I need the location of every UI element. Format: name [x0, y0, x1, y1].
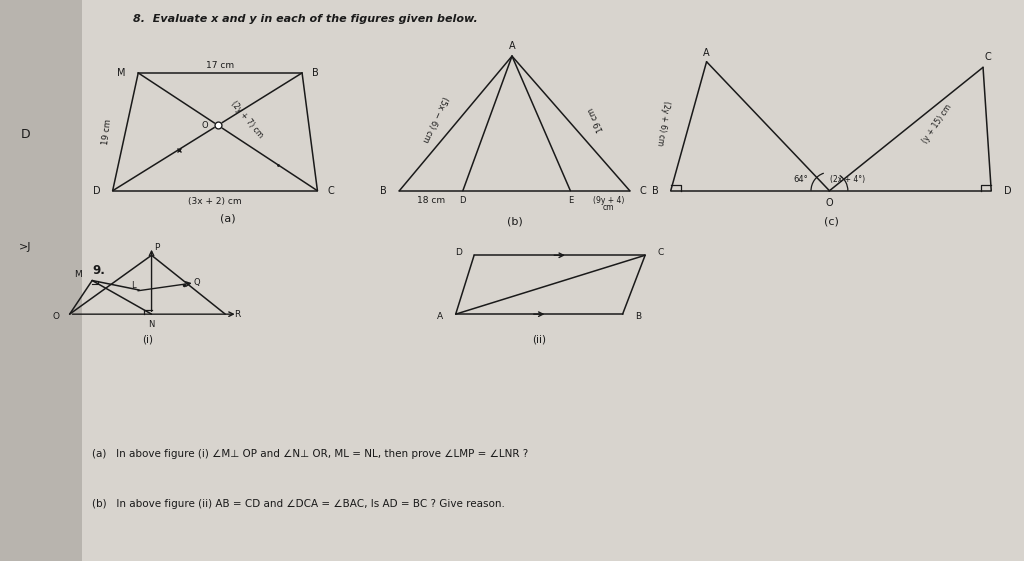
Text: 9.: 9. [92, 264, 105, 277]
Text: O: O [825, 198, 834, 208]
Text: B: B [312, 68, 319, 78]
Text: M: M [74, 270, 82, 279]
Text: (2y + 6) cm: (2y + 6) cm [655, 100, 671, 146]
Text: 18 cm: 18 cm [417, 196, 445, 205]
Text: M: M [118, 68, 126, 78]
Text: A: A [509, 41, 515, 51]
Text: P: P [154, 243, 160, 252]
Text: B: B [635, 312, 641, 321]
Text: D: D [93, 186, 100, 196]
Text: (2x + 4°): (2x + 4°) [830, 175, 865, 184]
Text: D: D [455, 248, 462, 257]
Text: (5x − 6) cm: (5x − 6) cm [421, 94, 450, 144]
Text: (y + 15) cm: (y + 15) cm [921, 102, 953, 145]
Text: (i): (i) [142, 334, 153, 344]
Text: N: N [148, 320, 155, 329]
Text: (3x + 2) cm: (3x + 2) cm [188, 197, 242, 206]
Text: (9y + 4): (9y + 4) [593, 196, 624, 205]
Text: C: C [328, 186, 335, 196]
Text: cm: cm [602, 203, 614, 212]
Text: O: O [201, 121, 208, 130]
Text: A: A [437, 312, 443, 321]
Text: B: B [380, 186, 387, 196]
Text: B: B [651, 186, 658, 196]
Text: 64°: 64° [794, 175, 808, 184]
Text: C: C [985, 52, 991, 62]
Text: 8.  Evaluate x and y in each of the figures given below.: 8. Evaluate x and y in each of the figur… [133, 14, 478, 24]
Text: O: O [52, 312, 59, 321]
Text: (b)   In above figure (ii) AB = CD and ∠DCA = ∠BAC, Is AD = BC ? Give reason.: (b) In above figure (ii) AB = CD and ∠DC… [92, 499, 505, 509]
Text: 19 cm: 19 cm [587, 105, 606, 132]
Text: R: R [234, 310, 241, 319]
Text: C: C [640, 186, 647, 196]
Text: E: E [567, 196, 573, 205]
Text: (b): (b) [507, 217, 522, 227]
Text: (a)   In above figure (i) ∠M⊥ OP and ∠N⊥ OR, ML = NL, then prove ∠LMP = ∠LNR ?: (a) In above figure (i) ∠M⊥ OP and ∠N⊥ O… [92, 449, 528, 459]
Text: D: D [1004, 186, 1011, 196]
Text: (ii): (ii) [532, 334, 546, 344]
Text: Q: Q [194, 278, 200, 287]
FancyBboxPatch shape [82, 0, 1024, 561]
Text: C: C [657, 248, 664, 257]
Text: >J: >J [19, 242, 32, 252]
Text: (2y + 7) cm: (2y + 7) cm [228, 99, 264, 140]
Text: L: L [131, 281, 135, 290]
Text: (a): (a) [220, 214, 236, 224]
Text: A: A [703, 48, 710, 58]
Text: 17 cm: 17 cm [206, 61, 234, 70]
Text: 19 cm: 19 cm [101, 118, 113, 145]
Text: (c): (c) [823, 217, 839, 227]
Text: D: D [20, 128, 31, 141]
Text: D: D [460, 196, 466, 205]
